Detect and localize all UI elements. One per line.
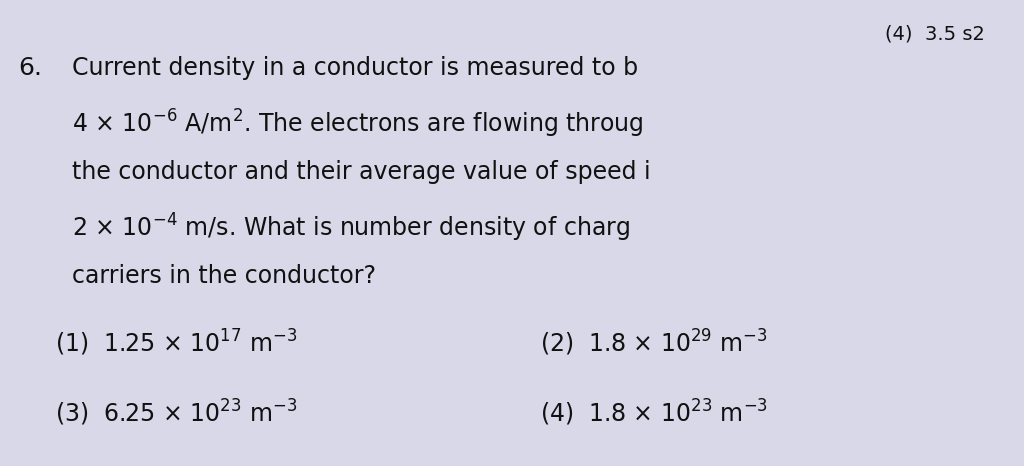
- Text: 6.: 6.: [18, 56, 42, 80]
- Text: 4 $\times$ 10$^{-6}$ A/m$^{2}$. The electrons are flowing throug: 4 $\times$ 10$^{-6}$ A/m$^{2}$. The elec…: [72, 108, 644, 140]
- Text: (3)  6.25 $\times$ 10$^{23}$ m$^{-3}$: (3) 6.25 $\times$ 10$^{23}$ m$^{-3}$: [55, 398, 297, 428]
- Text: Current density in a conductor is measured to b: Current density in a conductor is measur…: [72, 56, 638, 80]
- Text: (1)  1.25 $\times$ 10$^{17}$ m$^{-3}$: (1) 1.25 $\times$ 10$^{17}$ m$^{-3}$: [55, 328, 297, 358]
- Text: (4)  3.5 s2: (4) 3.5 s2: [885, 24, 985, 43]
- Text: the conductor and their average value of speed i: the conductor and their average value of…: [72, 160, 650, 184]
- Text: (2)  1.8 $\times$ 10$^{29}$ m$^{-3}$: (2) 1.8 $\times$ 10$^{29}$ m$^{-3}$: [540, 328, 768, 358]
- Text: 2 $\times$ 10$^{-4}$ m/s. What is number density of charg: 2 $\times$ 10$^{-4}$ m/s. What is number…: [72, 212, 630, 244]
- Text: carriers in the conductor?: carriers in the conductor?: [72, 264, 376, 288]
- Text: (4)  1.8 $\times$ 10$^{23}$ m$^{-3}$: (4) 1.8 $\times$ 10$^{23}$ m$^{-3}$: [540, 398, 768, 428]
